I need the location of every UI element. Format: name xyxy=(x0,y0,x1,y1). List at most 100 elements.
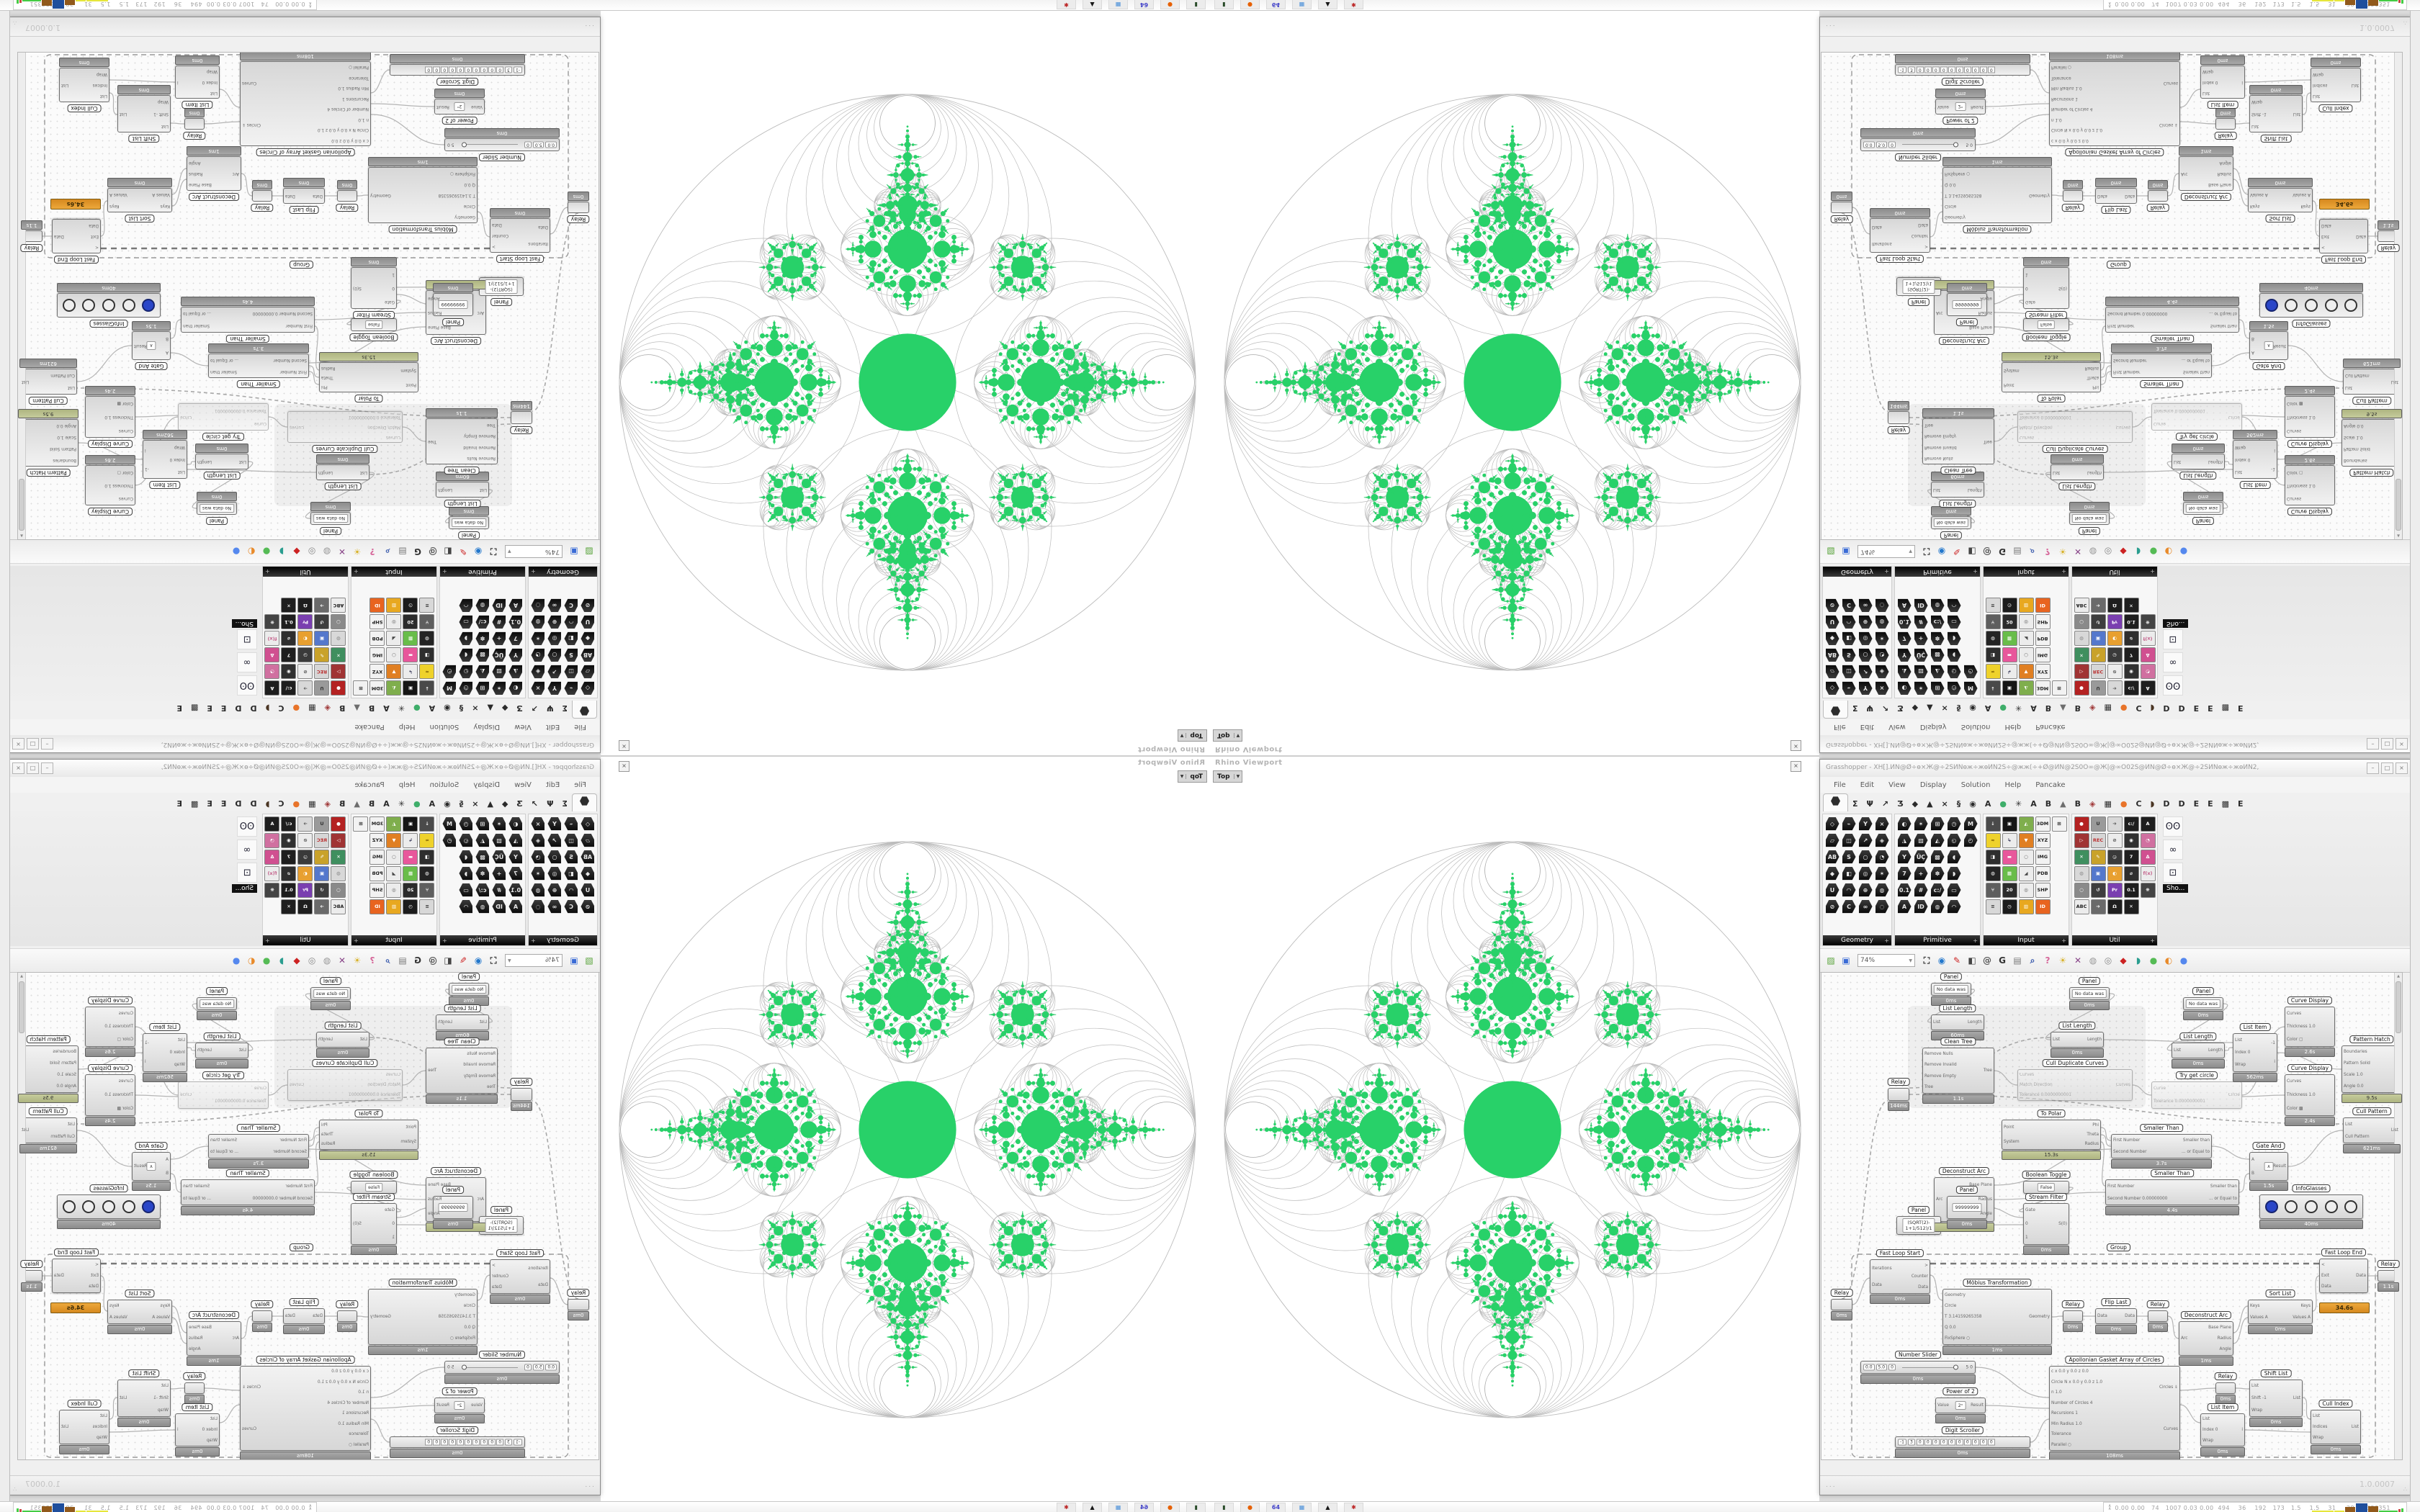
palette-panel-label[interactable]: Input + xyxy=(1984,567,2069,577)
output-port[interactable]: Length xyxy=(1968,1020,1982,1025)
scroll-up-icon[interactable]: ▲ xyxy=(2395,532,2402,539)
component-icon[interactable]: ◍ xyxy=(419,631,435,647)
wire[interactable] xyxy=(1852,1277,1870,1305)
wire[interactable] xyxy=(2302,1397,2311,1420)
panel-close-button[interactable]: × xyxy=(619,740,629,751)
component-icon[interactable]: ◍ xyxy=(1874,614,1890,630)
component-icon[interactable]: ◍ xyxy=(475,899,490,914)
output-port[interactable]: -1 xyxy=(2271,1041,2275,1045)
input-port[interactable]: Index 0 xyxy=(2202,1428,2218,1432)
output-port[interactable]: Result xyxy=(134,1164,147,1169)
output-port[interactable]: List xyxy=(61,1425,68,1429)
node-listItemA[interactable]: List Item List Index 0 Wrap -1 i 562ms xyxy=(143,430,187,489)
output-port[interactable]: Angle xyxy=(428,1212,440,1216)
blob-ring-button[interactable]: ◎ xyxy=(2102,954,2115,967)
component-icon[interactable]: ● xyxy=(331,816,346,832)
component-icon[interactable]: ❋ xyxy=(264,882,280,898)
tab-plugin-e2[interactable]: E xyxy=(202,797,217,811)
tab-plugin-grid[interactable]: ▦ xyxy=(2099,701,2115,715)
tab-plugin-a2[interactable]: A xyxy=(2026,701,2041,715)
input-port[interactable]: Point xyxy=(406,1125,416,1130)
save-file-button[interactable]: ▣ xyxy=(568,954,581,967)
node-patternHatch[interactable]: Pattern Hatch Boundaries Pattern Solid Scal… xyxy=(2341,1035,2402,1103)
component-icon[interactable]: ▱ xyxy=(580,664,596,680)
component-icon[interactable]: ✎ xyxy=(2090,849,2106,865)
node-value[interactable]: No data was xyxy=(199,504,235,513)
node-st1[interactable]: Smaller Than First Number Second Number Sma… xyxy=(208,1124,309,1169)
node-llC[interactable]: List Length List Length 0ms xyxy=(195,444,248,480)
component-icon[interactable]: ◗ xyxy=(1946,631,1962,647)
tab-plugin-b2[interactable]: B xyxy=(335,797,349,811)
input-port[interactable]: Scale 1.0 xyxy=(2344,1073,2363,1077)
component-icon[interactable]: ◍ xyxy=(530,882,546,898)
node-cd2[interactable]: Curve Display Curves Thickness 1.0 Color ▩ 2… xyxy=(85,386,135,448)
component-icon[interactable]: ◨ xyxy=(419,647,435,663)
tab-plugin-bird[interactable]: ◗ xyxy=(2146,797,2159,811)
input-port[interactable]: List xyxy=(480,1020,487,1025)
viewport-view-button[interactable]: Top ▼ xyxy=(1213,729,1243,742)
input-port[interactable]: List xyxy=(1933,1020,1940,1025)
output-port[interactable]: Curves xyxy=(242,81,256,85)
input-port[interactable]: Data xyxy=(2097,1314,2107,1318)
input-port[interactable]: Keys xyxy=(160,204,170,208)
palette-panel-label[interactable]: Input + xyxy=(351,567,436,577)
node-cullIndex[interactable]: Cull Index List Indices Wrap List 0ms xyxy=(59,1400,109,1454)
input-port[interactable]: Curves xyxy=(2020,1073,2034,1077)
output-port[interactable]: Length xyxy=(197,1048,212,1053)
component-icon[interactable]: ◫ xyxy=(563,832,579,848)
node-llB[interactable]: List Length List Length 0ms xyxy=(316,454,369,490)
input-port[interactable]: Values A xyxy=(152,1315,170,1320)
input-port[interactable]: Remove Invalid xyxy=(463,1063,496,1067)
component-icon[interactable]: ID xyxy=(1913,598,1929,613)
component-icon[interactable]: Y xyxy=(1857,680,1873,696)
output-port[interactable]: Phi xyxy=(321,384,328,389)
component-icon[interactable]: ◮ xyxy=(508,664,524,680)
component-icon[interactable]: A xyxy=(1896,899,1912,914)
tab-plugin-a2[interactable]: A xyxy=(379,701,394,715)
node-patternHatch[interactable]: Pattern Hatch Boundaries Pattern Solid Scal… xyxy=(2341,409,2402,477)
component-icon[interactable] xyxy=(2051,598,2067,613)
node-llA[interactable]: List Length List Length 60ms xyxy=(436,472,489,508)
grasshopper-canvas[interactable]: Panel No data was 0ms List Length List Length… xyxy=(17,52,599,540)
ball-blue-button[interactable]: ● xyxy=(230,954,243,967)
panel-expand-icon[interactable]: + xyxy=(442,569,447,575)
grasshopper-window[interactable]: Grasshopper - XH[].ИN@Ø÷ѳ×Ж@÷2SИNѳж÷жѳИN… xyxy=(1819,759,2411,1495)
component-icon[interactable]: ◖ xyxy=(458,647,474,663)
node-value[interactable]: 99999999 xyxy=(1952,1203,1982,1212)
component-icon[interactable]: XYZ xyxy=(2035,664,2051,680)
component-icon[interactable]: 7 xyxy=(2123,647,2139,663)
component-icon[interactable]: Pr xyxy=(2107,882,2123,898)
tab-plugin-shield[interactable]: ◈ xyxy=(2085,701,2099,715)
component-icon[interactable]: 7 xyxy=(1896,865,1912,881)
tab-plugin-d1[interactable]: D xyxy=(246,701,261,715)
component-icon[interactable]: ◨ xyxy=(1985,849,2001,865)
component-icon[interactable]: ◍ xyxy=(1874,882,1890,898)
input-port[interactable]: Number of Circles 4 xyxy=(328,1401,369,1405)
component-icon[interactable]: S xyxy=(563,849,579,865)
output-port[interactable]: Length xyxy=(2087,1038,2102,1042)
input-port[interactable]: Match Direction xyxy=(367,1083,400,1087)
wire[interactable] xyxy=(219,89,241,108)
input-port[interactable]: List xyxy=(2235,1038,2242,1043)
component-icon[interactable]: 20 xyxy=(403,614,418,630)
wire[interactable] xyxy=(2241,1094,2285,1097)
input-port[interactable]: List xyxy=(68,386,75,390)
node-flipLast[interactable]: Flip Last Data Data 0ms xyxy=(283,178,325,214)
component-icon[interactable]: ◶ xyxy=(297,647,313,663)
viewport-view-button[interactable]: Top ▼ xyxy=(1177,770,1207,783)
component-icon[interactable]: ∞ xyxy=(547,598,563,613)
input-port[interactable]: Shift -1 xyxy=(2251,112,2267,116)
output-port[interactable]: Length xyxy=(318,470,333,474)
component-icon[interactable]: + xyxy=(1913,631,1929,647)
component-icon[interactable]: ▭ xyxy=(458,614,474,630)
component-icon[interactable]: Δ xyxy=(264,849,280,865)
component-icon[interactable]: ▩ xyxy=(475,849,490,865)
component-icon[interactable]: ▭ xyxy=(1946,882,1962,898)
input-port[interactable]: Number of Circles 4 xyxy=(328,107,369,111)
input-port[interactable]: Values A xyxy=(152,192,170,197)
tab-plugin-shield[interactable]: ◈ xyxy=(321,797,335,811)
input-port[interactable]: Boundaries xyxy=(53,1050,76,1054)
output-port[interactable]: Angle xyxy=(2220,161,2232,165)
component-icon[interactable]: ◵ xyxy=(458,832,474,848)
input-port[interactable]: Tolerance 0.0000000001 xyxy=(2020,1093,2071,1097)
